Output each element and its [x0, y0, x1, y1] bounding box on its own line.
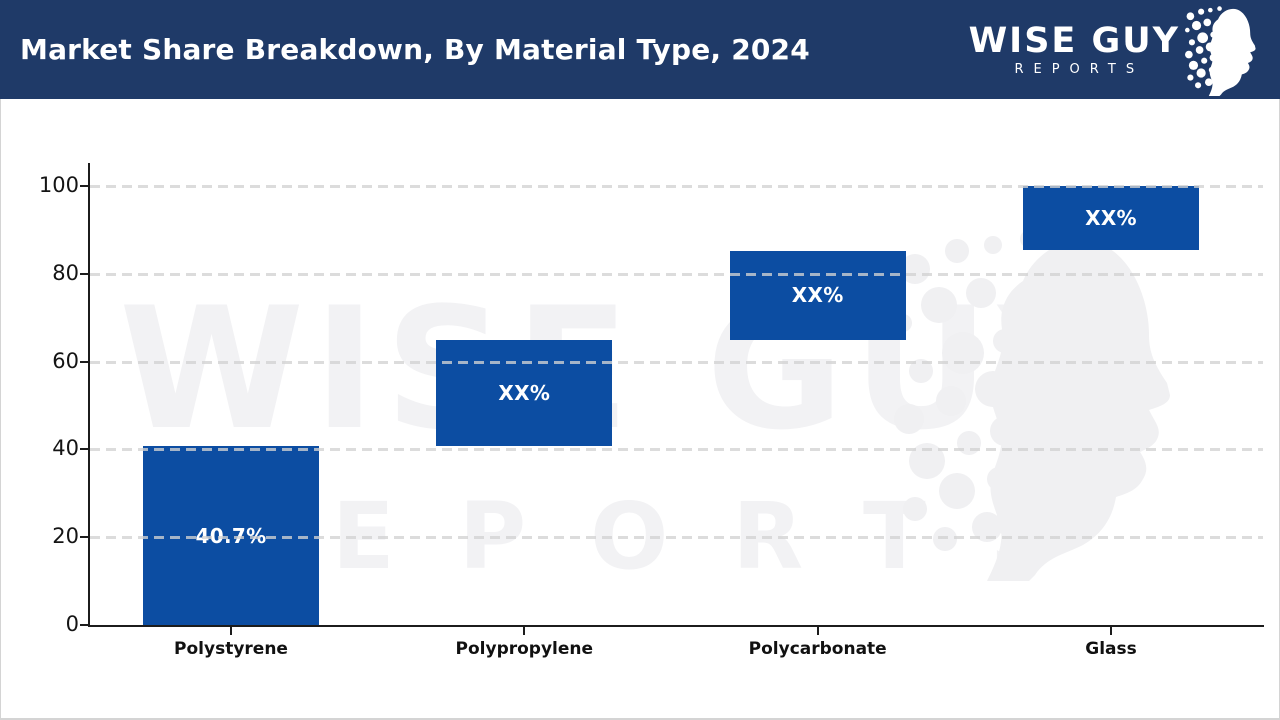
- gridline-60: [90, 360, 1263, 364]
- bar-value-label: XX%: [1085, 205, 1137, 230]
- bar-polypropylene: XX%: [436, 339, 613, 447]
- y-tick-label: 80: [52, 260, 79, 285]
- y-axis-line: [88, 163, 90, 627]
- y-tick-mark: [80, 536, 88, 539]
- y-tick-label: 100: [38, 173, 79, 197]
- bar-value-label: 40.7%: [196, 524, 267, 548]
- bar-polystyrene: 40.7%: [143, 446, 319, 625]
- x-tick-mark: [1110, 627, 1112, 635]
- x-tick-mark: [816, 627, 819, 635]
- y-tick-mark: [80, 360, 88, 363]
- x-category-label: Polycarbonate: [748, 639, 887, 659]
- y-tick-label: 60: [52, 348, 79, 373]
- bar-polycarbonate: XX%: [729, 250, 906, 340]
- y-tick-label: 20: [52, 524, 79, 549]
- logo-reports-label: REPORTS: [1014, 61, 1145, 77]
- gridline-80: [90, 272, 1263, 276]
- x-tick-mark: [523, 627, 526, 635]
- gridline-100: [90, 185, 1263, 188]
- wise-guy-face-icon: [1185, 5, 1256, 96]
- page-title: Market Share Breakdown, By Material Type…: [20, 33, 810, 66]
- y-tick-label: 0: [65, 612, 79, 636]
- x-tick-mark: [230, 627, 232, 635]
- x-category-label: Polystyrene: [174, 639, 288, 659]
- bar-value-label: XX%: [791, 283, 844, 308]
- gridline-20: [90, 536, 1263, 540]
- bar-glass: XX%: [1023, 186, 1199, 250]
- wise-guy-reports-logo: WISE GUY REPORTS: [969, 4, 1260, 96]
- y-tick-mark: [80, 272, 88, 275]
- header-bar: Market Share Breakdown, By Material Type…: [0, 0, 1280, 99]
- bar-value-label: XX%: [498, 380, 551, 405]
- y-tick-label: 40: [52, 436, 79, 461]
- y-tick-mark: [80, 448, 88, 451]
- logo-text: WISE GUY REPORTS: [968, 20, 1180, 77]
- chart-area: WISE GUY REPORTS 40.7%XX%XX%XX%020406080…: [0, 99, 1280, 720]
- logo-wiseguy-label: WISE GUY: [968, 20, 1180, 61]
- x-category-label: Glass: [1085, 639, 1137, 659]
- y-tick-mark: [80, 624, 88, 626]
- x-category-label: Polypropylene: [455, 639, 594, 659]
- y-tick-mark: [80, 185, 88, 187]
- x-axis-line: [88, 625, 1264, 627]
- gridline-40: [90, 448, 1263, 452]
